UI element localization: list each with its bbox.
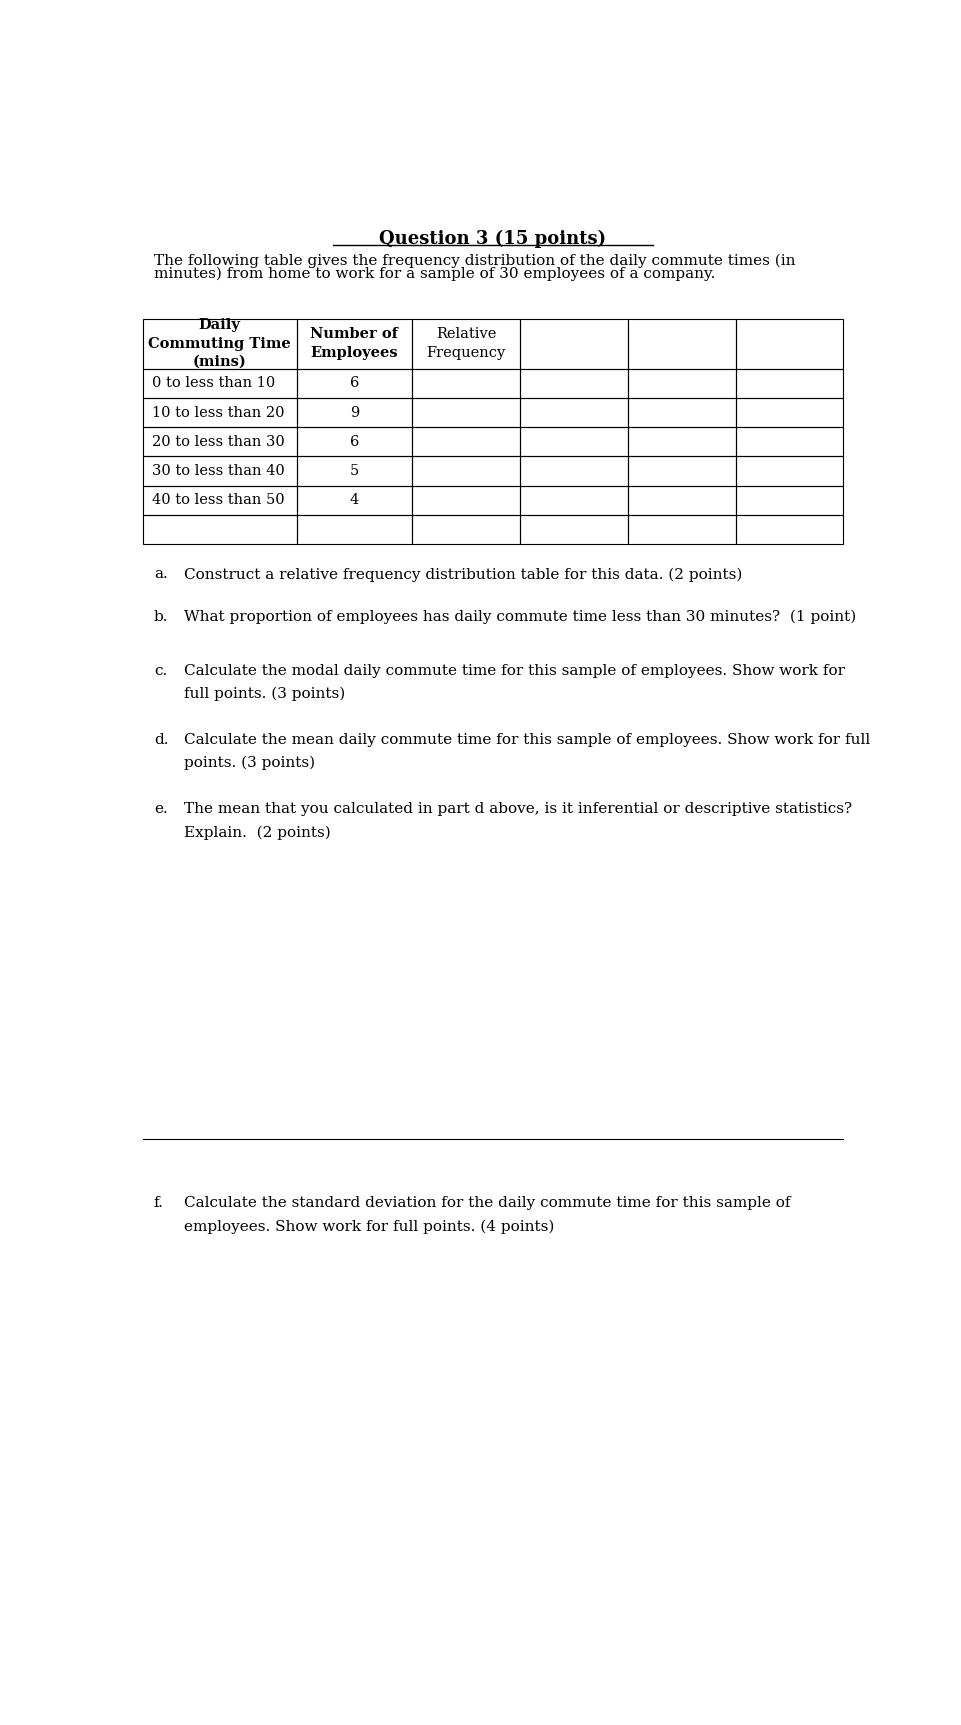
Text: Calculate the mean daily commute time for this sample of employees. Show work fo: Calculate the mean daily commute time fo… [184,733,869,771]
Text: 4: 4 [350,493,358,507]
Text: e.: e. [154,802,167,816]
Text: f.: f. [154,1197,163,1211]
Text: 5: 5 [350,464,358,478]
Text: Question 3 (15 points): Question 3 (15 points) [379,229,606,248]
Text: c.: c. [154,664,167,678]
Text: d.: d. [154,733,168,747]
Text: The following table gives the frequency distribution of the daily commute times : The following table gives the frequency … [154,254,795,267]
Text: The mean that you calculated in part d above, is it inferential or descriptive s: The mean that you calculated in part d a… [184,802,850,840]
Text: 6: 6 [350,435,358,448]
Text: Calculate the modal daily commute time for this sample of employees. Show work f: Calculate the modal daily commute time f… [184,664,844,700]
Text: 40 to less than 50: 40 to less than 50 [152,493,283,507]
Text: 20 to less than 30: 20 to less than 30 [152,435,284,448]
Text: 10 to less than 20: 10 to less than 20 [152,405,283,419]
Text: Construct a relative frequency distribution table for this data. (2 points): Construct a relative frequency distribut… [184,568,741,581]
Text: What proportion of employees has daily commute time less than 30 minutes?  (1 po: What proportion of employees has daily c… [184,609,855,624]
Text: 0 to less than 10: 0 to less than 10 [152,376,275,390]
Text: Relative
Frequency: Relative Frequency [426,328,505,361]
Text: 6: 6 [350,376,358,390]
Text: minutes) from home to work for a sample of 30 employees of a company.: minutes) from home to work for a sample … [154,267,714,281]
Text: Daily
Commuting Time
(mins): Daily Commuting Time (mins) [148,319,290,369]
Text: b.: b. [154,609,168,624]
Text: 9: 9 [350,405,358,419]
Text: Calculate the standard deviation for the daily commute time for this sample of
e: Calculate the standard deviation for the… [184,1197,789,1233]
Text: 30 to less than 40: 30 to less than 40 [152,464,284,478]
Text: a.: a. [154,568,167,581]
Text: Number of
Employees: Number of Employees [310,328,398,361]
